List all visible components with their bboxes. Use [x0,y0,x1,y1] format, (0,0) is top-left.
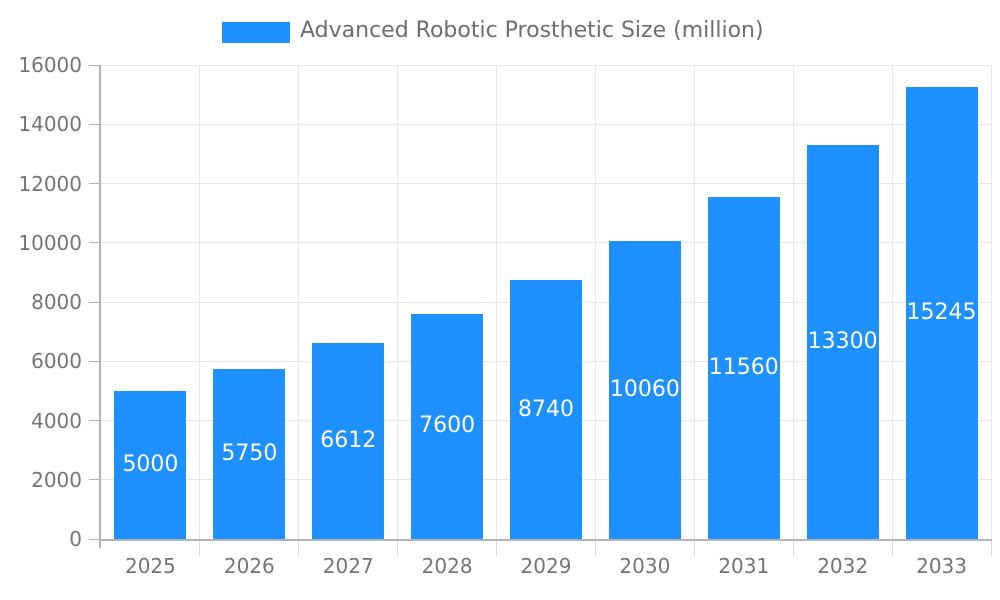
x-axis-label: 2026 [223,554,275,578]
x-gridline [594,65,596,539]
x-axis-tick [792,539,794,556]
bar-value-label: 10060 [609,376,680,402]
y-axis-tick [89,420,101,421]
x-axis-label: 2025 [124,554,176,578]
x-axis-tick [397,539,399,556]
y-axis-label: 2000 [31,467,82,492]
y-axis-label: 4000 [31,408,82,433]
y-axis-label: 12000 [18,171,82,196]
x-gridline [397,65,399,539]
y-axis-tick [89,123,101,125]
x-gridline [990,65,992,539]
legend-label: Advanced Robotic Prosthetic Size (millio… [300,18,764,43]
x-gridline [693,65,695,539]
x-axis-label: 2031 [718,554,770,578]
bar-2032 [806,144,879,539]
x-axis-tick [693,539,695,556]
bar-value-label: 15245 [906,300,977,326]
bar-2030 [608,240,681,539]
y-axis-tick [89,64,101,66]
bar-value-label: 5000 [122,451,179,477]
legend-swatch [222,22,290,43]
bar-2025 [114,390,187,539]
x-axis-tick [496,539,498,556]
x-gridline [891,65,893,539]
y-axis-label: 8000 [31,290,82,314]
y-gridline [101,183,991,184]
bar-2026 [213,368,286,539]
x-axis-tick [199,539,201,556]
y-axis-tick [89,183,101,184]
y-axis-tick [89,301,101,303]
x-axis-tick [594,539,596,556]
y-gridline [101,242,991,244]
x-axis-label: 2033 [916,554,967,578]
y-axis-label: 6000 [31,349,82,374]
x-gridline [199,65,201,539]
bar-value-label: 5750 [221,440,278,466]
x-axis-tick [298,539,300,556]
x-axis-label: 2030 [619,554,671,578]
x-axis-label: 2028 [421,554,473,578]
bar-2029 [510,280,582,539]
x-axis-label: 2027 [322,554,374,578]
bar-2027 [312,343,385,539]
x-axis-tick [990,539,992,556]
bar-value-label: 7600 [419,413,476,439]
bar-value-label: 13300 [807,328,878,354]
y-axis-tick [89,479,101,481]
y-axis-tick [89,242,101,244]
bar-2028 [411,313,484,539]
x-gridline [298,65,300,539]
bar-value-label: 6612 [320,428,377,454]
bar-2033 [905,87,978,539]
y-axis-label: 0 [69,527,82,551]
bar-value-label: 8740 [518,396,574,422]
x-axis-label: 2029 [520,554,572,578]
x-axis-line [99,539,992,541]
x-gridline [792,65,794,539]
x-gridline [496,65,498,539]
bar-2031 [707,196,780,539]
y-axis-label: 16000 [18,53,82,77]
y-gridline [101,64,991,66]
y-axis-tick [89,360,101,362]
y-axis-label: 14000 [18,112,82,137]
y-gridline [101,123,991,125]
y-axis-tick [89,538,101,540]
x-axis-tick [891,539,893,556]
y-axis-label: 10000 [18,230,82,255]
y-axis-line [99,65,101,548]
x-axis-label: 2032 [817,554,869,578]
bar-value-label: 11560 [708,354,779,380]
